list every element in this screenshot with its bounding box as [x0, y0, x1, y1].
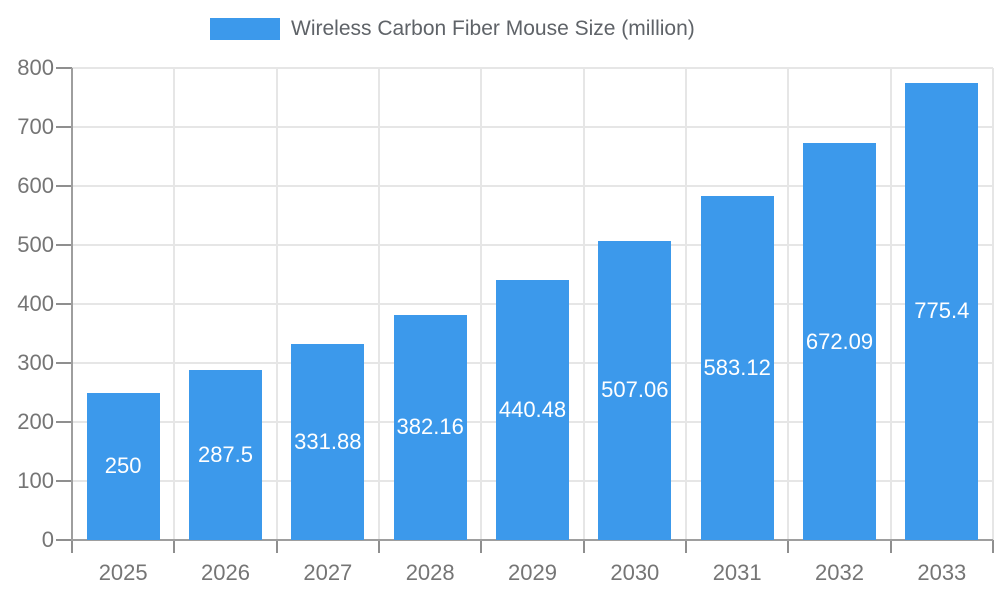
y-axis-tick: [56, 421, 72, 423]
y-gridline: [72, 185, 993, 187]
bar: [393, 314, 467, 540]
y-axis-tick-label: 300: [17, 350, 54, 375]
bar: [803, 143, 876, 540]
x-gridline: [480, 68, 483, 540]
x-axis-tick-label: 2030: [610, 560, 660, 585]
bar: [189, 370, 262, 540]
chart-legend[interactable]: Wireless Carbon Fiber Mouse Size (millio…: [210, 17, 695, 41]
y-gridline: [72, 126, 993, 128]
y-axis-tick-label: 400: [17, 291, 54, 316]
x-axis-tick: [480, 540, 483, 553]
bar-value-label: 672.09: [805, 328, 874, 354]
y-axis-tick: [56, 362, 72, 364]
y-axis-tick-label: 800: [17, 55, 54, 80]
y-axis-tick: [56, 67, 72, 69]
x-axis-tick-label: 2031: [712, 560, 762, 585]
bar-value-label: 331.88: [294, 429, 362, 455]
x-axis-tick-label: 2029: [508, 560, 557, 585]
y-axis-tick: [56, 244, 72, 246]
y-gridline: [72, 67, 993, 69]
bar-value-label: 440.48: [498, 397, 567, 423]
x-gridline: [992, 68, 994, 540]
x-axis-tick-label: 2025: [98, 560, 148, 585]
x-axis-line: [71, 539, 993, 541]
y-axis-tick-label: 600: [17, 173, 54, 198]
bar-value-label: 507.06: [601, 377, 669, 403]
bar: [496, 280, 569, 540]
y-axis-line: [71, 68, 73, 540]
y-axis-tick-label: 100: [17, 468, 54, 493]
x-axis-tick-label: 2032: [815, 560, 864, 585]
x-axis-tick: [378, 540, 380, 553]
bar: [700, 195, 774, 540]
x-axis-tick: [71, 540, 73, 553]
bar-value-label: 250: [104, 453, 142, 479]
x-gridline: [378, 68, 380, 540]
bar-value-label: 775.4: [914, 298, 970, 324]
legend-swatch-icon: [210, 18, 280, 40]
x-axis-tick: [275, 540, 278, 553]
y-axis-tick: [56, 185, 72, 187]
bar-value-label: 382.16: [396, 414, 464, 440]
x-axis-tick: [787, 540, 790, 553]
x-axis-tick-label: 2033: [917, 560, 967, 585]
x-axis-tick: [582, 540, 585, 553]
x-axis-tick: [889, 540, 892, 553]
x-gridline: [787, 68, 790, 540]
bar: [86, 392, 160, 540]
y-axis-tick: [56, 303, 72, 305]
x-axis-tick-label: 2027: [303, 560, 353, 585]
y-axis-tick-label: 200: [17, 409, 54, 434]
bar: [291, 344, 365, 540]
y-gridline: [72, 244, 993, 246]
y-axis-tick-label: 0: [41, 527, 54, 552]
bar-value-label: 287.5: [197, 442, 254, 468]
x-axis-tick: [992, 540, 994, 553]
bar-value-label: 583.12: [703, 354, 771, 380]
x-axis-tick: [173, 540, 176, 553]
y-axis-tick: [56, 126, 72, 128]
bar: [598, 240, 672, 540]
y-axis-tick-label: 700: [17, 114, 54, 139]
x-axis-tick: [685, 540, 687, 553]
x-axis-tick-label: 2028: [405, 560, 455, 585]
chart-title: Wireless Carbon Fiber Mouse Size (millio…: [291, 17, 695, 40]
y-axis-tick: [56, 539, 72, 541]
x-gridline: [582, 68, 585, 540]
x-gridline: [889, 68, 892, 540]
x-axis-tick-label: 2026: [201, 560, 250, 585]
bar: [905, 82, 979, 540]
x-gridline: [685, 68, 687, 540]
y-axis-tick-label: 500: [17, 232, 54, 257]
x-gridline: [275, 68, 278, 540]
x-gridline: [173, 68, 176, 540]
y-axis-tick: [56, 480, 72, 482]
